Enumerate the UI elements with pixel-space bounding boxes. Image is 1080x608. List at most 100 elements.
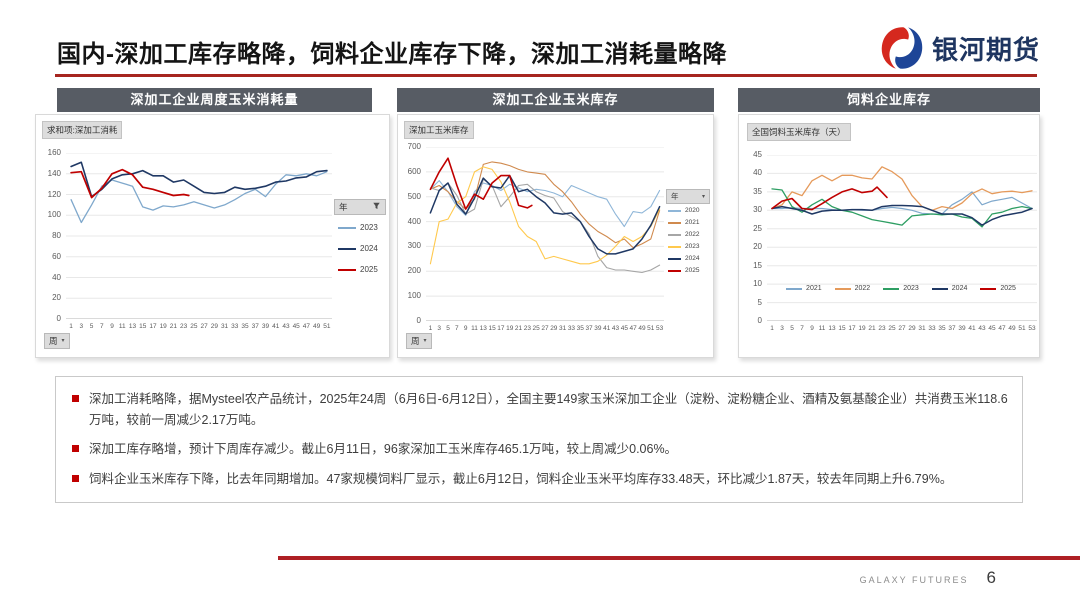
chart-feed-inventory: 0 5 10 15 20 25 30 35 40 45 1 3 5 7 9 11 13 15 17 19 21 23 25 2… — [741, 147, 1039, 345]
legend-item-2024: 2024 — [668, 255, 714, 262]
caret-down-icon: ▾ — [61, 338, 65, 344]
series-2023-line — [429, 166, 661, 265]
legend-item-2022: 2022 — [834, 285, 871, 292]
x-tick-label: 33 — [567, 325, 576, 332]
footer: GALAXY FUTURES 6 — [860, 568, 996, 588]
y-tick-label: 20 — [52, 293, 61, 303]
x-tick-label: 31 — [220, 323, 229, 330]
x-tick-label: 19 — [159, 323, 167, 330]
x-tick-label: 51 — [323, 323, 331, 330]
pivot-field-label: 深加工玉米库存 — [404, 121, 474, 139]
x-tick-label: 17 — [497, 325, 505, 332]
y-tick-label: 300 — [407, 241, 421, 251]
x-tick-label: 17 — [848, 325, 856, 332]
legend-label: 2022 — [854, 285, 871, 292]
chart-label: 全国饲料玉米库存（天） — [747, 123, 851, 141]
series-2022-line — [771, 166, 1033, 211]
y-tick-label: 120 — [47, 189, 61, 199]
legend-swatch — [338, 226, 356, 229]
year-filter-button[interactable]: 年 — [334, 199, 386, 215]
y-tick-label: 160 — [47, 148, 61, 157]
logo-text: 银河期货 — [931, 34, 1040, 65]
legend-swatch — [668, 245, 681, 248]
x-tick-label: 47 — [302, 323, 311, 330]
x-tick-label: 37 — [585, 325, 593, 332]
y-tick-label: 25 — [753, 223, 762, 233]
footer-divider — [278, 556, 1080, 560]
bullet-marker — [72, 474, 79, 482]
x-tick-label: 49 — [313, 323, 321, 330]
x-tick-label: 11 — [118, 323, 126, 330]
caret-down-icon: ▾ — [423, 338, 427, 344]
x-tick-label: 11 — [471, 325, 478, 332]
x-tick-label: 27 — [200, 323, 208, 330]
year-filter-label: 年 — [671, 192, 679, 201]
x-tick-label: 35 — [576, 325, 584, 332]
bullet-item: 饲料企业玉米库存下降，比去年同期增加。47家规模饲料厂显示，截止6月12日，饲料… — [70, 469, 1008, 490]
x-tick-label: 31 — [918, 325, 926, 332]
series-2024-line — [429, 174, 661, 255]
y-tick-label: 35 — [753, 186, 762, 196]
legend-label: 2021 — [806, 285, 822, 292]
x-tick-label: 13 — [128, 323, 137, 330]
x-tick-label: 17 — [149, 323, 157, 330]
x-tick-label: 39 — [958, 325, 966, 332]
x-tick-label: 7 — [455, 325, 459, 332]
x-tick-label: 41 — [272, 323, 280, 330]
x-tick-label: 41 — [603, 325, 611, 332]
legend-item-2023: 2023 — [668, 243, 714, 250]
series-2023-line — [70, 171, 328, 224]
chart-inventory-box: 深加工玉米库存 0 100 200 300 400 500 600 700 1 3 5 7 9 11 13 1… — [397, 114, 714, 358]
x-tick-label: 13 — [828, 325, 836, 332]
x-tick-label: 5 — [446, 325, 450, 332]
year-filter-button[interactable]: 年 ▾ — [666, 189, 710, 204]
legend-label: 2024 — [951, 285, 968, 292]
week-filter-button[interactable]: 周 ▾ — [44, 333, 70, 349]
x-tick-label: 47 — [629, 325, 637, 332]
series-2025-line — [429, 157, 533, 210]
legend-item-2023: 2023 — [338, 223, 388, 232]
chart-svg — [66, 152, 332, 320]
bullet-text: 深加工库存略增，预计下周库存减少。截止6月11日，96家深加工玉米库存465.1… — [89, 442, 678, 457]
x-tick-label: 45 — [292, 323, 300, 330]
series-2025-line — [70, 168, 190, 199]
filter-funnel-icon — [372, 202, 381, 212]
page-number: 6 — [986, 568, 996, 587]
y-tick-label: 40 — [52, 272, 61, 282]
chart-svg — [767, 154, 1037, 322]
legend-swatch — [668, 257, 681, 260]
y-tick-label: 500 — [407, 191, 421, 201]
y-tick-label: 200 — [407, 266, 421, 276]
x-tick-label: 37 — [251, 323, 259, 330]
galaxy-swirl-icon — [880, 26, 924, 70]
year-filter-label: 年 — [339, 202, 348, 212]
y-tick-label: 100 — [47, 210, 61, 220]
x-tick-label: 43 — [978, 325, 986, 332]
x-tick-label: 45 — [620, 325, 628, 332]
panel-title-consumption: 深加工企业周度玉米消耗量 — [57, 88, 372, 112]
x-tick-label: 5 — [89, 323, 94, 330]
legend-item-2024: 2024 — [931, 285, 968, 292]
x-tick-label: 1 — [770, 325, 774, 332]
chart-inventory: 0 100 200 300 400 500 600 700 1 3 5 7 9 11 13 15 17 19 21 2… — [400, 139, 666, 345]
x-tick-label: 11 — [818, 325, 826, 332]
legend-item-2021: 2021 — [786, 285, 822, 292]
y-tick-label: 400 — [407, 216, 421, 226]
bullet-text: 深加工消耗略降，据Mysteel农产品统计，2025年24周（6月6日-6月12… — [89, 392, 1008, 427]
footer-brand: GALAXY FUTURES — [859, 575, 969, 585]
x-tick-label: 31 — [559, 325, 567, 332]
chart-legend: 2021 2022 2023 2024 2025 — [771, 285, 1031, 292]
x-tick-label: 29 — [550, 325, 558, 332]
y-tick-label: 20 — [753, 242, 762, 252]
y-tick-label: 5 — [757, 297, 762, 307]
series-2025-line — [771, 186, 888, 211]
legend-swatch — [338, 268, 356, 271]
x-tick-label: 15 — [838, 325, 846, 332]
series-2023-line — [771, 188, 1033, 228]
legend-label: 2021 — [685, 219, 700, 226]
x-tick-label: 51 — [647, 325, 655, 332]
chart-legend: 2020 2021 2022 2023 2024 2025 — [668, 207, 714, 274]
week-filter-button[interactable]: 周 ▾ — [406, 333, 432, 349]
bullet-item: 深加工消耗略降，据Mysteel农产品统计，2025年24周（6月6日-6月12… — [70, 389, 1008, 430]
x-tick-label: 3 — [780, 325, 784, 332]
